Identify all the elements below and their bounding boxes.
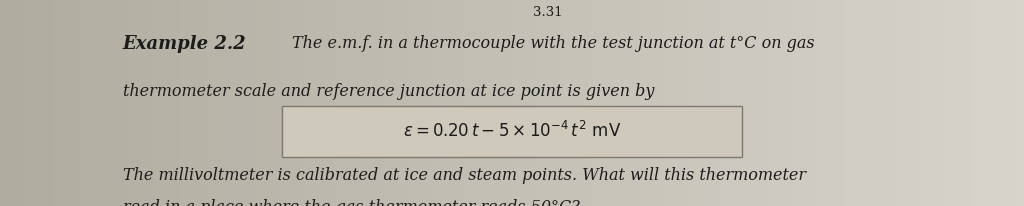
- FancyBboxPatch shape: [282, 106, 742, 158]
- Text: 3.31: 3.31: [534, 6, 562, 19]
- Text: Example 2.2: Example 2.2: [123, 35, 247, 53]
- Text: read in a place where the gas thermometer reads 50°C?: read in a place where the gas thermomete…: [123, 198, 580, 206]
- Text: $\varepsilon = 0.20\,t - 5\times10^{-4}\,t^2\ \mathrm{mV}$: $\varepsilon = 0.20\,t - 5\times10^{-4}\…: [402, 121, 622, 141]
- Text: thermometer scale and reference junction at ice point is given by: thermometer scale and reference junction…: [123, 82, 654, 99]
- Text: The millivoltmeter is calibrated at ice and steam points. What will this thermom: The millivoltmeter is calibrated at ice …: [123, 166, 806, 183]
- Text: The e.m.f. in a thermocouple with the test junction at t°C on gas: The e.m.f. in a thermocouple with the te…: [292, 35, 814, 52]
